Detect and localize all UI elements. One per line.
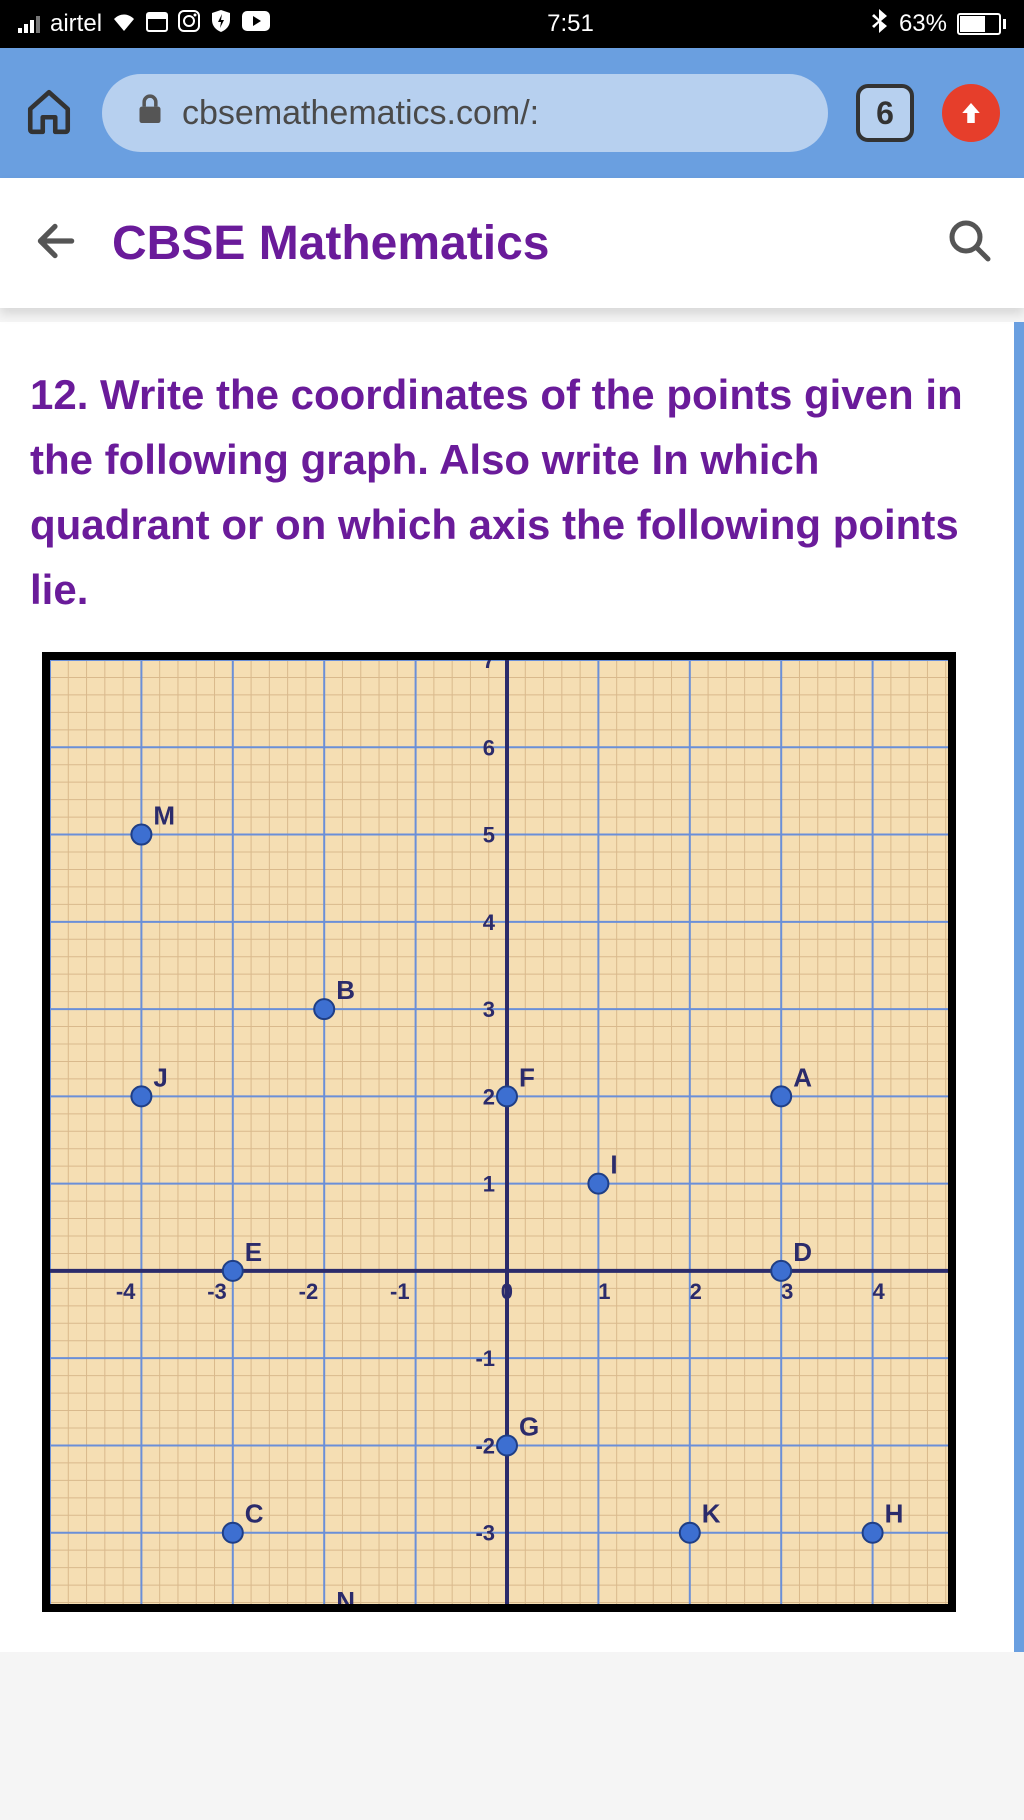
url-text: cbsemathematics.com/: [182,94,539,133]
svg-text:-2: -2 [475,1434,495,1459]
svg-text:C: C [245,1499,264,1529]
shield-bolt-icon [210,9,232,40]
signal-icon [18,15,40,33]
svg-text:-4: -4 [475,1608,495,1612]
wifi-icon [112,10,136,38]
battery-icon [957,13,1006,35]
status-time: 7:51 [547,10,594,38]
svg-text:3: 3 [781,1279,793,1304]
svg-text:J: J [153,1063,167,1093]
youtube-icon [242,10,270,38]
tab-count-button[interactable]: 6 [856,84,914,142]
svg-text:-3: -3 [207,1279,227,1304]
svg-text:M: M [153,801,175,831]
coordinate-graph: -5-4-3-2-1012345-4-3-2-11234567ABCDEFGHI… [42,652,972,1612]
battery-pct: 63% [899,10,947,38]
svg-text:4: 4 [872,1279,885,1304]
bluetooth-icon [871,8,889,41]
page-header: CBSE Mathematics [0,178,1024,308]
svg-text:2: 2 [690,1279,702,1304]
carrier-label: airtel [50,10,102,38]
svg-text:0: 0 [501,1279,513,1304]
home-icon[interactable] [24,86,74,141]
svg-text:N: N [336,1586,355,1612]
search-icon[interactable] [946,217,994,270]
svg-text:F: F [519,1063,535,1093]
calendar-icon [146,10,168,39]
svg-text:2: 2 [483,1085,495,1110]
page-title: CBSE Mathematics [112,216,914,271]
status-left: airtel [18,9,270,40]
question-text: 12. Write the coordinates of the points … [30,362,984,622]
svg-text:E: E [245,1237,262,1267]
android-status-bar: airtel 7:51 63% [0,0,1024,48]
svg-text:5: 5 [483,823,495,848]
url-bar[interactable]: cbsemathematics.com/: [102,74,828,152]
svg-text:H: H [885,1499,904,1529]
instagram-icon [178,10,200,39]
svg-text:1: 1 [598,1279,610,1304]
svg-text:6: 6 [483,736,495,761]
svg-text:-5: -5 [42,1279,44,1304]
svg-text:3: 3 [483,997,495,1022]
svg-text:I: I [610,1150,617,1180]
lock-icon [136,92,164,135]
svg-text:A: A [793,1063,812,1093]
status-right: 63% [871,8,1006,41]
svg-text:B: B [336,975,355,1005]
svg-text:7: 7 [483,652,495,673]
svg-text:K: K [702,1499,721,1529]
svg-text:-3: -3 [475,1521,495,1546]
svg-text:D: D [793,1237,812,1267]
svg-text:-1: -1 [475,1347,495,1372]
content-area: 12. Write the coordinates of the points … [0,322,1024,1652]
browser-toolbar: cbsemathematics.com/: 6 [0,48,1024,178]
back-icon[interactable] [30,216,80,271]
svg-text:G: G [519,1412,539,1442]
svg-text:-1: -1 [390,1279,410,1304]
svg-text:1: 1 [483,1172,495,1197]
upload-badge-icon[interactable] [942,84,1000,142]
svg-text:-2: -2 [299,1279,319,1304]
svg-text:4: 4 [483,910,496,935]
svg-text:-4: -4 [116,1279,136,1304]
tab-count-value: 6 [876,95,894,132]
